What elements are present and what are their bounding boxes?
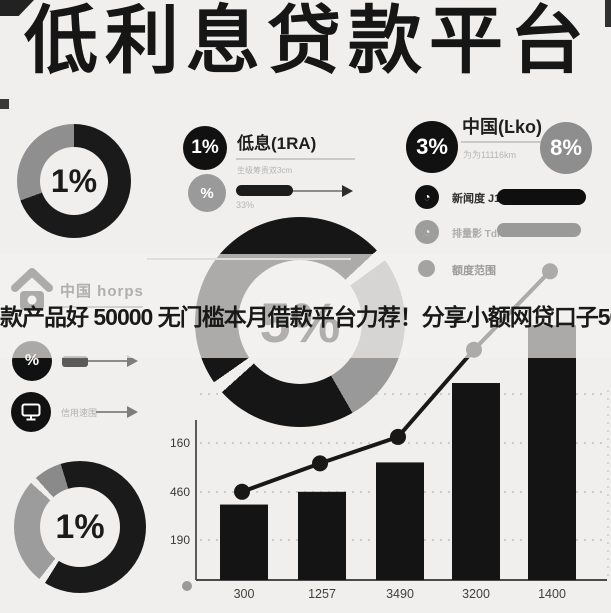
page-title: 低利息贷款平台 xyxy=(24,0,591,82)
clock-icon: ◔ xyxy=(415,185,439,209)
donut-chart-top-left: 1% xyxy=(17,124,131,238)
y-axis-tick-label: 460 xyxy=(170,485,190,499)
donut-bottom-left-value: 1% xyxy=(40,487,120,567)
x-axis-tick-label: 300 xyxy=(234,587,255,601)
divider xyxy=(147,258,351,260)
arrow-right-icon xyxy=(342,185,353,197)
banner-headline: 款产品好 50000 无门槛本月借款平台力荐！分享小额网贷口子50000 xyxy=(0,304,611,330)
x-axis-tick-label: 1400 xyxy=(538,587,566,601)
arrow-line xyxy=(88,360,128,362)
bar xyxy=(220,504,268,580)
monitor-badge xyxy=(11,392,51,432)
black-badge-3pct: 3% xyxy=(406,121,458,173)
donut-chart-bottom-left: 1% xyxy=(14,461,146,593)
donut-top-left-value: 1% xyxy=(40,147,108,215)
x-axis-tick-label: 3490 xyxy=(386,587,414,601)
edge-mark xyxy=(605,0,611,27)
small-progress-bar xyxy=(62,356,88,367)
bar xyxy=(452,383,500,580)
news-row-bar xyxy=(497,189,586,205)
gray-badge-8pct: 8% xyxy=(540,122,592,174)
divider xyxy=(60,306,143,308)
rate-badge-1pct: 1% xyxy=(183,126,227,170)
y-axis-tick-label: 190 xyxy=(170,533,190,547)
quota-row-label: 额度范围 xyxy=(452,265,496,277)
arrow-line xyxy=(293,190,343,192)
arrow-right-icon xyxy=(127,355,138,367)
data-point xyxy=(390,428,406,445)
gauge-icon: ◔ xyxy=(415,220,439,244)
y-axis-tick-label: 160 xyxy=(170,436,190,450)
bar xyxy=(298,491,346,580)
low-interest-title: 低息(1RA) xyxy=(237,134,317,153)
data-point xyxy=(234,483,250,500)
edge-mark xyxy=(0,99,9,109)
progress-caption: 33% xyxy=(236,200,255,210)
china-subtext: 为为11116km xyxy=(463,150,517,160)
volume-row-label: 排量影 Tdied xyxy=(452,229,512,240)
x-axis-tick-label: 3200 xyxy=(462,587,490,601)
divider xyxy=(461,141,545,143)
overlay-band: 中国 horps 额度范围 款产品好 50000 无门槛本月借款平台力荐！分享小… xyxy=(0,254,611,358)
home-icon xyxy=(11,268,53,310)
divider xyxy=(236,158,355,160)
china-title: 中国(Ŀko) xyxy=(462,117,542,137)
bullet-dot-icon xyxy=(418,260,435,277)
arrow-right-icon xyxy=(127,406,138,418)
bar xyxy=(376,462,424,580)
credit-row-label: 信用速围 xyxy=(61,408,98,418)
origin-dot xyxy=(182,581,192,591)
data-point xyxy=(312,455,328,472)
x-axis-tick-label: 1257 xyxy=(308,587,336,601)
brand-label: 中国 horps xyxy=(60,283,144,300)
volume-row-bar xyxy=(497,223,581,237)
arrow-line xyxy=(96,411,128,413)
low-interest-subtext: 生级筹贵双3cm xyxy=(237,166,293,175)
percent-badge: % xyxy=(188,174,226,212)
progress-bar xyxy=(236,185,293,196)
monitor-icon xyxy=(21,403,41,421)
bar xyxy=(528,325,576,580)
